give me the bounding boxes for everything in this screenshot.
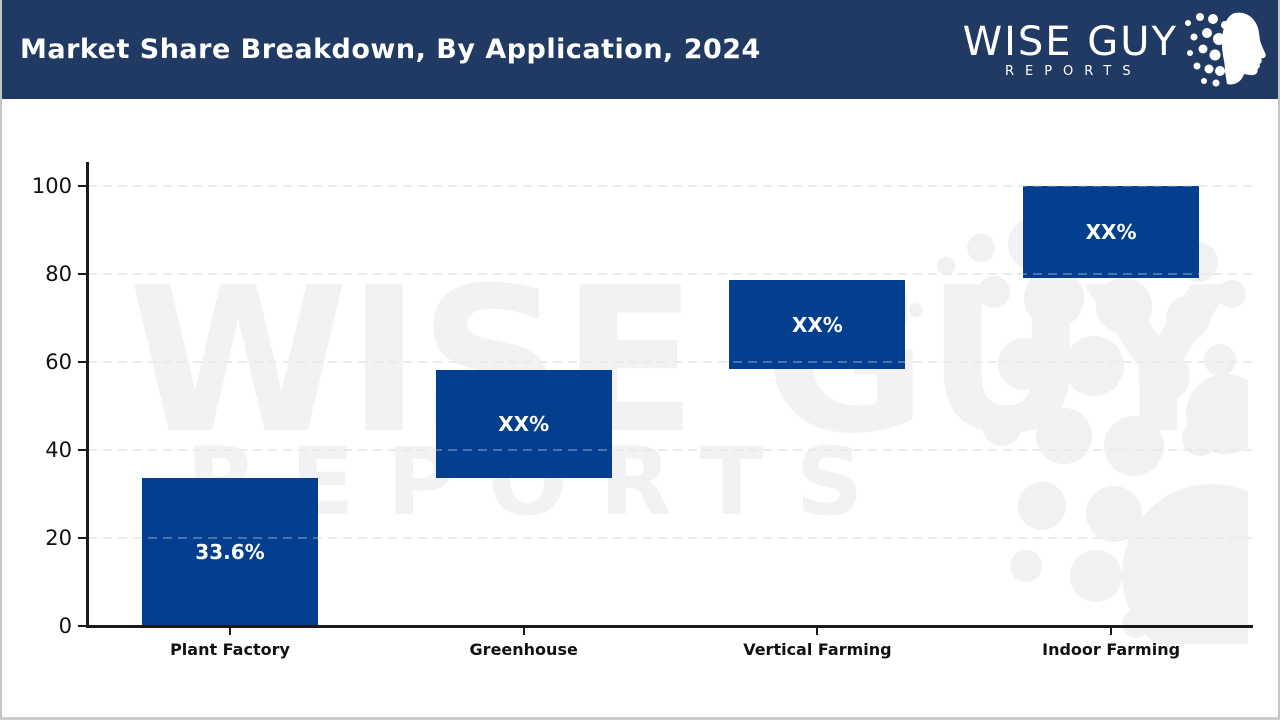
y-axis-tick <box>78 185 87 187</box>
y-tick-label: 60 <box>45 350 72 374</box>
x-axis-tick <box>229 628 231 635</box>
gridline-overlay <box>88 537 1253 539</box>
header-band: Market Share Breakdown, By Application, … <box>0 0 1280 99</box>
logo-text: WISE GUY REPORTS <box>963 21 1178 79</box>
y-axis-tick <box>78 449 87 451</box>
bar-indoor-farming: XX% <box>1023 186 1200 278</box>
y-tick-label: 40 <box>45 438 72 462</box>
bar-value-label: XX% <box>498 412 550 437</box>
wise-guy-logo: WISE GUY REPORTS <box>963 8 1266 92</box>
logo-wordmark: WISE GUY <box>962 19 1178 65</box>
y-tick-label: 80 <box>45 262 72 286</box>
page-title: Market Share Breakdown, By Application, … <box>20 34 761 65</box>
gridline <box>88 185 1253 187</box>
x-axis-line <box>86 625 1253 628</box>
y-tick-label: 0 <box>58 614 72 638</box>
gridline <box>88 273 1253 275</box>
bar-plant-factory: 33.6% <box>142 478 318 626</box>
x-category-label: Indoor Farming <box>1042 640 1181 659</box>
bar-value-label: 33.6% <box>195 540 265 565</box>
x-category-label: Vertical Farming <box>743 640 892 659</box>
logo-subtitle: REPORTS <box>1004 64 1142 79</box>
logo-head-icon <box>1185 12 1266 87</box>
gridline <box>88 537 1253 539</box>
gridline-overlay <box>88 449 1253 451</box>
gridline <box>88 361 1253 363</box>
y-axis-tick <box>78 361 87 363</box>
bar-value-label: XX% <box>1085 219 1137 244</box>
gridline-overlay <box>88 273 1253 275</box>
y-axis-tick <box>78 537 87 539</box>
x-category-label: Plant Factory <box>170 640 290 659</box>
x-axis-tick <box>816 628 819 635</box>
x-axis-tick <box>522 628 525 635</box>
y-axis-tick <box>78 273 87 275</box>
bar-vertical-farming: XX% <box>729 280 906 370</box>
gridline-overlay <box>88 361 1253 363</box>
y-tick-label: 100 <box>31 174 72 198</box>
bar-greenhouse: XX% <box>435 369 612 479</box>
gridline-overlay <box>88 185 1253 187</box>
y-axis-tick <box>78 625 87 627</box>
bar-value-label: XX% <box>791 312 843 337</box>
gridline <box>88 449 1253 451</box>
y-axis-line <box>86 162 89 628</box>
y-tick-label: 20 <box>45 526 72 550</box>
x-axis-tick <box>1110 628 1113 635</box>
x-category-label: Greenhouse <box>469 640 578 659</box>
